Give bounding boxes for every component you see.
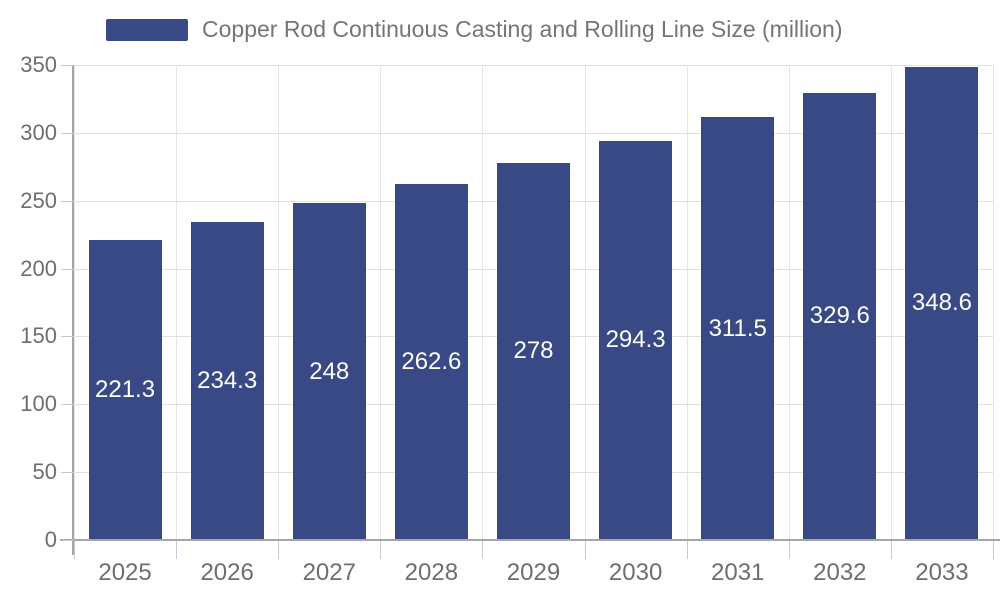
legend-item[interactable]: Copper Rod Continuous Casting and Rollin…	[106, 16, 843, 43]
x-tick-label-2027: 2027	[302, 559, 356, 586]
category-boundary-line	[686, 65, 688, 540]
x-tick-label-2030: 2030	[608, 559, 663, 586]
y-axis-tick	[61, 200, 74, 202]
bar-value-label: 329.6	[809, 302, 870, 330]
category-boundary-line	[176, 65, 178, 540]
category-boundary-line	[890, 65, 892, 540]
bar-2033[interactable]: 348.6	[905, 66, 979, 540]
x-axis-line	[60, 539, 1000, 541]
bar-value-label: 221.3	[95, 375, 156, 403]
bar-value-label: 348.6	[911, 289, 972, 317]
chart-title: Copper Rod Continuous Casting and Rollin…	[202, 16, 843, 42]
x-axis-tick	[890, 541, 892, 559]
x-axis-tick	[74, 541, 75, 559]
bar-value-label: 262.6	[401, 347, 462, 375]
bar-value-label: 311.5	[708, 314, 767, 342]
bar-value-label: 234.3	[197, 367, 258, 394]
y-tick-label: 0	[44, 527, 57, 552]
x-axis-tick	[584, 541, 586, 559]
x-tick-label-2028: 2028	[404, 559, 459, 586]
x-axis-tick	[176, 541, 178, 559]
legend-swatch	[106, 18, 188, 41]
y-tick-label: 150	[20, 323, 57, 349]
category-boundary-line	[788, 65, 790, 540]
y-axis-tick	[61, 336, 74, 338]
y-tick-label: 350	[20, 52, 57, 77]
y-tick-label: 250	[20, 187, 57, 213]
bar-2028[interactable]: 262.6	[394, 183, 468, 540]
x-axis-tick	[993, 541, 994, 559]
x-axis-tick	[482, 541, 484, 559]
y-axis-tick	[61, 268, 74, 270]
category-boundary-line	[74, 65, 75, 540]
x-tick-label-2026: 2026	[200, 559, 254, 586]
gridline	[74, 132, 993, 134]
x-tick-label-2032: 2032	[813, 559, 867, 586]
category-boundary-line	[278, 65, 280, 540]
plot-area: 221.3 234.3 248 262.6 278 294.3 311.5 329.6 348.…	[74, 65, 994, 540]
y-axis-line	[72, 65, 74, 555]
category-boundary-line	[584, 65, 586, 540]
bar-2029[interactable]: 278	[497, 162, 570, 540]
y-axis-tick	[61, 540, 74, 541]
bar-value-label: 294.3	[605, 326, 666, 354]
category-boundary-line	[993, 65, 994, 540]
bar-2026[interactable]: 234.3	[190, 222, 264, 540]
x-axis-tick	[788, 541, 790, 559]
y-axis-tick	[61, 472, 74, 474]
y-axis-tick	[61, 132, 74, 134]
category-boundary-line	[380, 65, 382, 540]
bar-value-label: 248	[309, 357, 350, 385]
bar-2027[interactable]: 248	[292, 203, 366, 540]
x-tick-label-2025: 2025	[98, 559, 152, 586]
y-tick-label: 50	[32, 459, 57, 485]
bar-2030[interactable]: 294.3	[599, 140, 673, 540]
bar-2032[interactable]: 329.6	[803, 92, 877, 540]
gridline	[74, 65, 993, 66]
y-tick-label: 100	[20, 391, 57, 417]
y-tick-label: 300	[20, 119, 57, 145]
x-tick-label-2033: 2033	[915, 559, 969, 586]
x-axis-tick	[278, 541, 280, 559]
x-tick-label-2029: 2029	[506, 559, 561, 586]
y-axis-tick	[61, 404, 74, 406]
bar-value-label: 278	[513, 337, 554, 365]
y-axis-tick	[61, 65, 74, 66]
y-tick-label: 200	[20, 255, 57, 281]
x-axis-tick	[380, 541, 382, 559]
category-boundary-line	[482, 65, 484, 540]
bar-2025[interactable]: 221.3	[88, 239, 162, 540]
bar-2031[interactable]: 311.5	[701, 117, 775, 540]
x-tick-label-2031: 2031	[711, 559, 765, 586]
x-axis-tick	[686, 541, 688, 559]
